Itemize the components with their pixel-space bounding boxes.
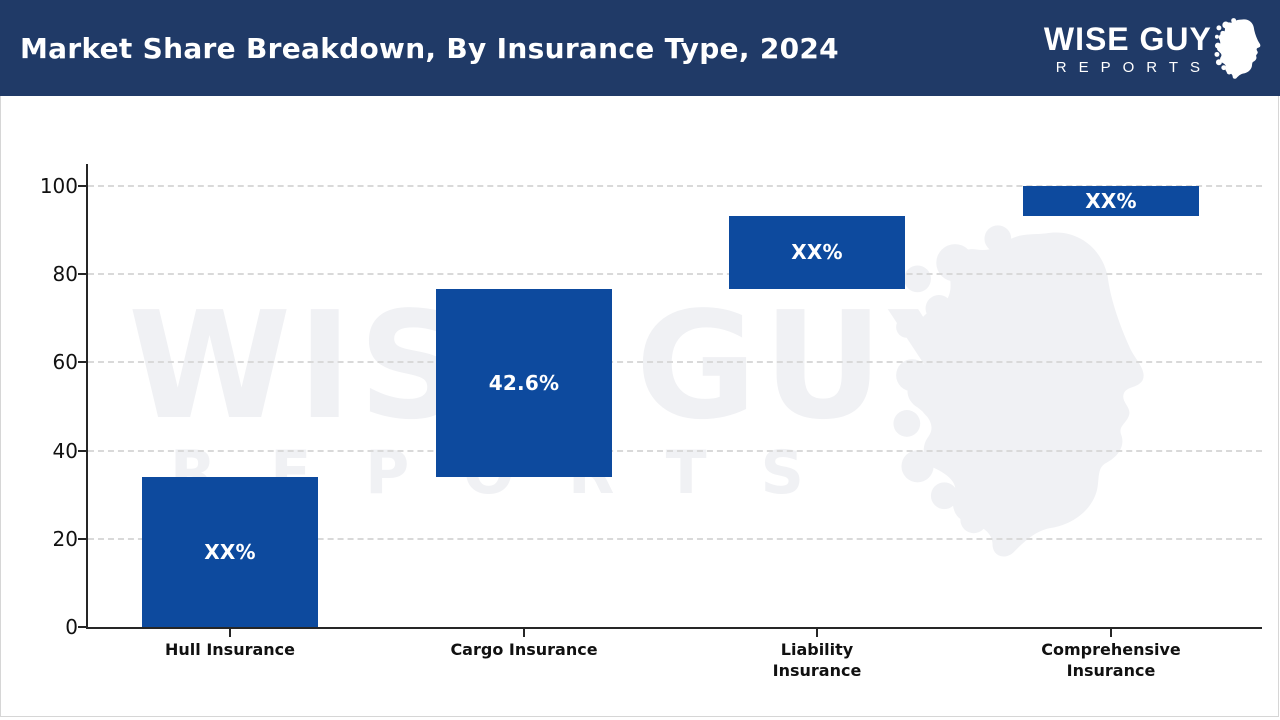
bar-hull-insurance: XX%	[142, 477, 318, 627]
gridline-y20	[88, 537, 1262, 540]
bar-cargo-insurance: 42.6%	[436, 289, 612, 478]
y-axis-tick-mark	[78, 537, 86, 540]
x-category-label: Comprehensive Insurance	[1041, 640, 1181, 680]
y-axis-tick-label: 80	[52, 262, 78, 287]
y-axis-line	[86, 164, 88, 629]
y-axis-tick-label: 100	[39, 174, 78, 198]
x-axis-tick-mark	[523, 629, 525, 637]
bar-liability-insurance: XX%	[729, 215, 905, 290]
y-axis-tick-mark	[78, 185, 86, 187]
gridline-y80	[88, 273, 1262, 276]
wise-guy-reports-logo: WISE GUY REPORTS	[1044, 10, 1268, 88]
x-axis-tick-mark	[229, 629, 231, 637]
x-category-label: Hull Insurance	[165, 640, 295, 659]
logo-sub-text: REPORTS	[1055, 58, 1212, 76]
header-bar: Market Share Breakdown, By Insurance Typ…	[0, 0, 1280, 96]
x-axis-tick-mark	[1110, 629, 1112, 637]
bar-value-label: 42.6%	[488, 371, 560, 396]
gridline-y40	[88, 449, 1262, 452]
chart-title: Market Share Breakdown, By Insurance Typ…	[20, 31, 839, 65]
watermark-face-icon	[893, 225, 1144, 557]
y-axis-tick-label: 60	[52, 350, 78, 375]
gridline-y60	[88, 361, 1262, 364]
y-axis-tick-mark	[78, 361, 86, 364]
x-axis-line	[86, 627, 1262, 629]
y-axis-tick-mark	[78, 626, 86, 628]
x-axis-tick-mark	[816, 629, 818, 637]
bar-value-label: XX%	[1085, 188, 1137, 213]
bar-value-label: XX%	[204, 540, 256, 565]
y-axis-tick-label: 20	[52, 526, 78, 551]
x-category-label: Liability Insurance	[772, 640, 862, 680]
bar-comprehensive-insurance: XX%	[1023, 186, 1199, 216]
x-category-label: Cargo Insurance	[450, 640, 598, 659]
logo-brand-text: WISE GUY	[1043, 20, 1212, 57]
gridline-y100	[88, 185, 1262, 187]
bar-value-label: XX%	[791, 240, 843, 265]
y-axis-tick-mark	[78, 449, 86, 452]
y-axis-tick-label: 0	[65, 615, 78, 639]
y-axis-tick-mark	[78, 273, 86, 276]
logo-face-icon	[1214, 18, 1261, 79]
y-axis-tick-label: 40	[52, 438, 78, 463]
